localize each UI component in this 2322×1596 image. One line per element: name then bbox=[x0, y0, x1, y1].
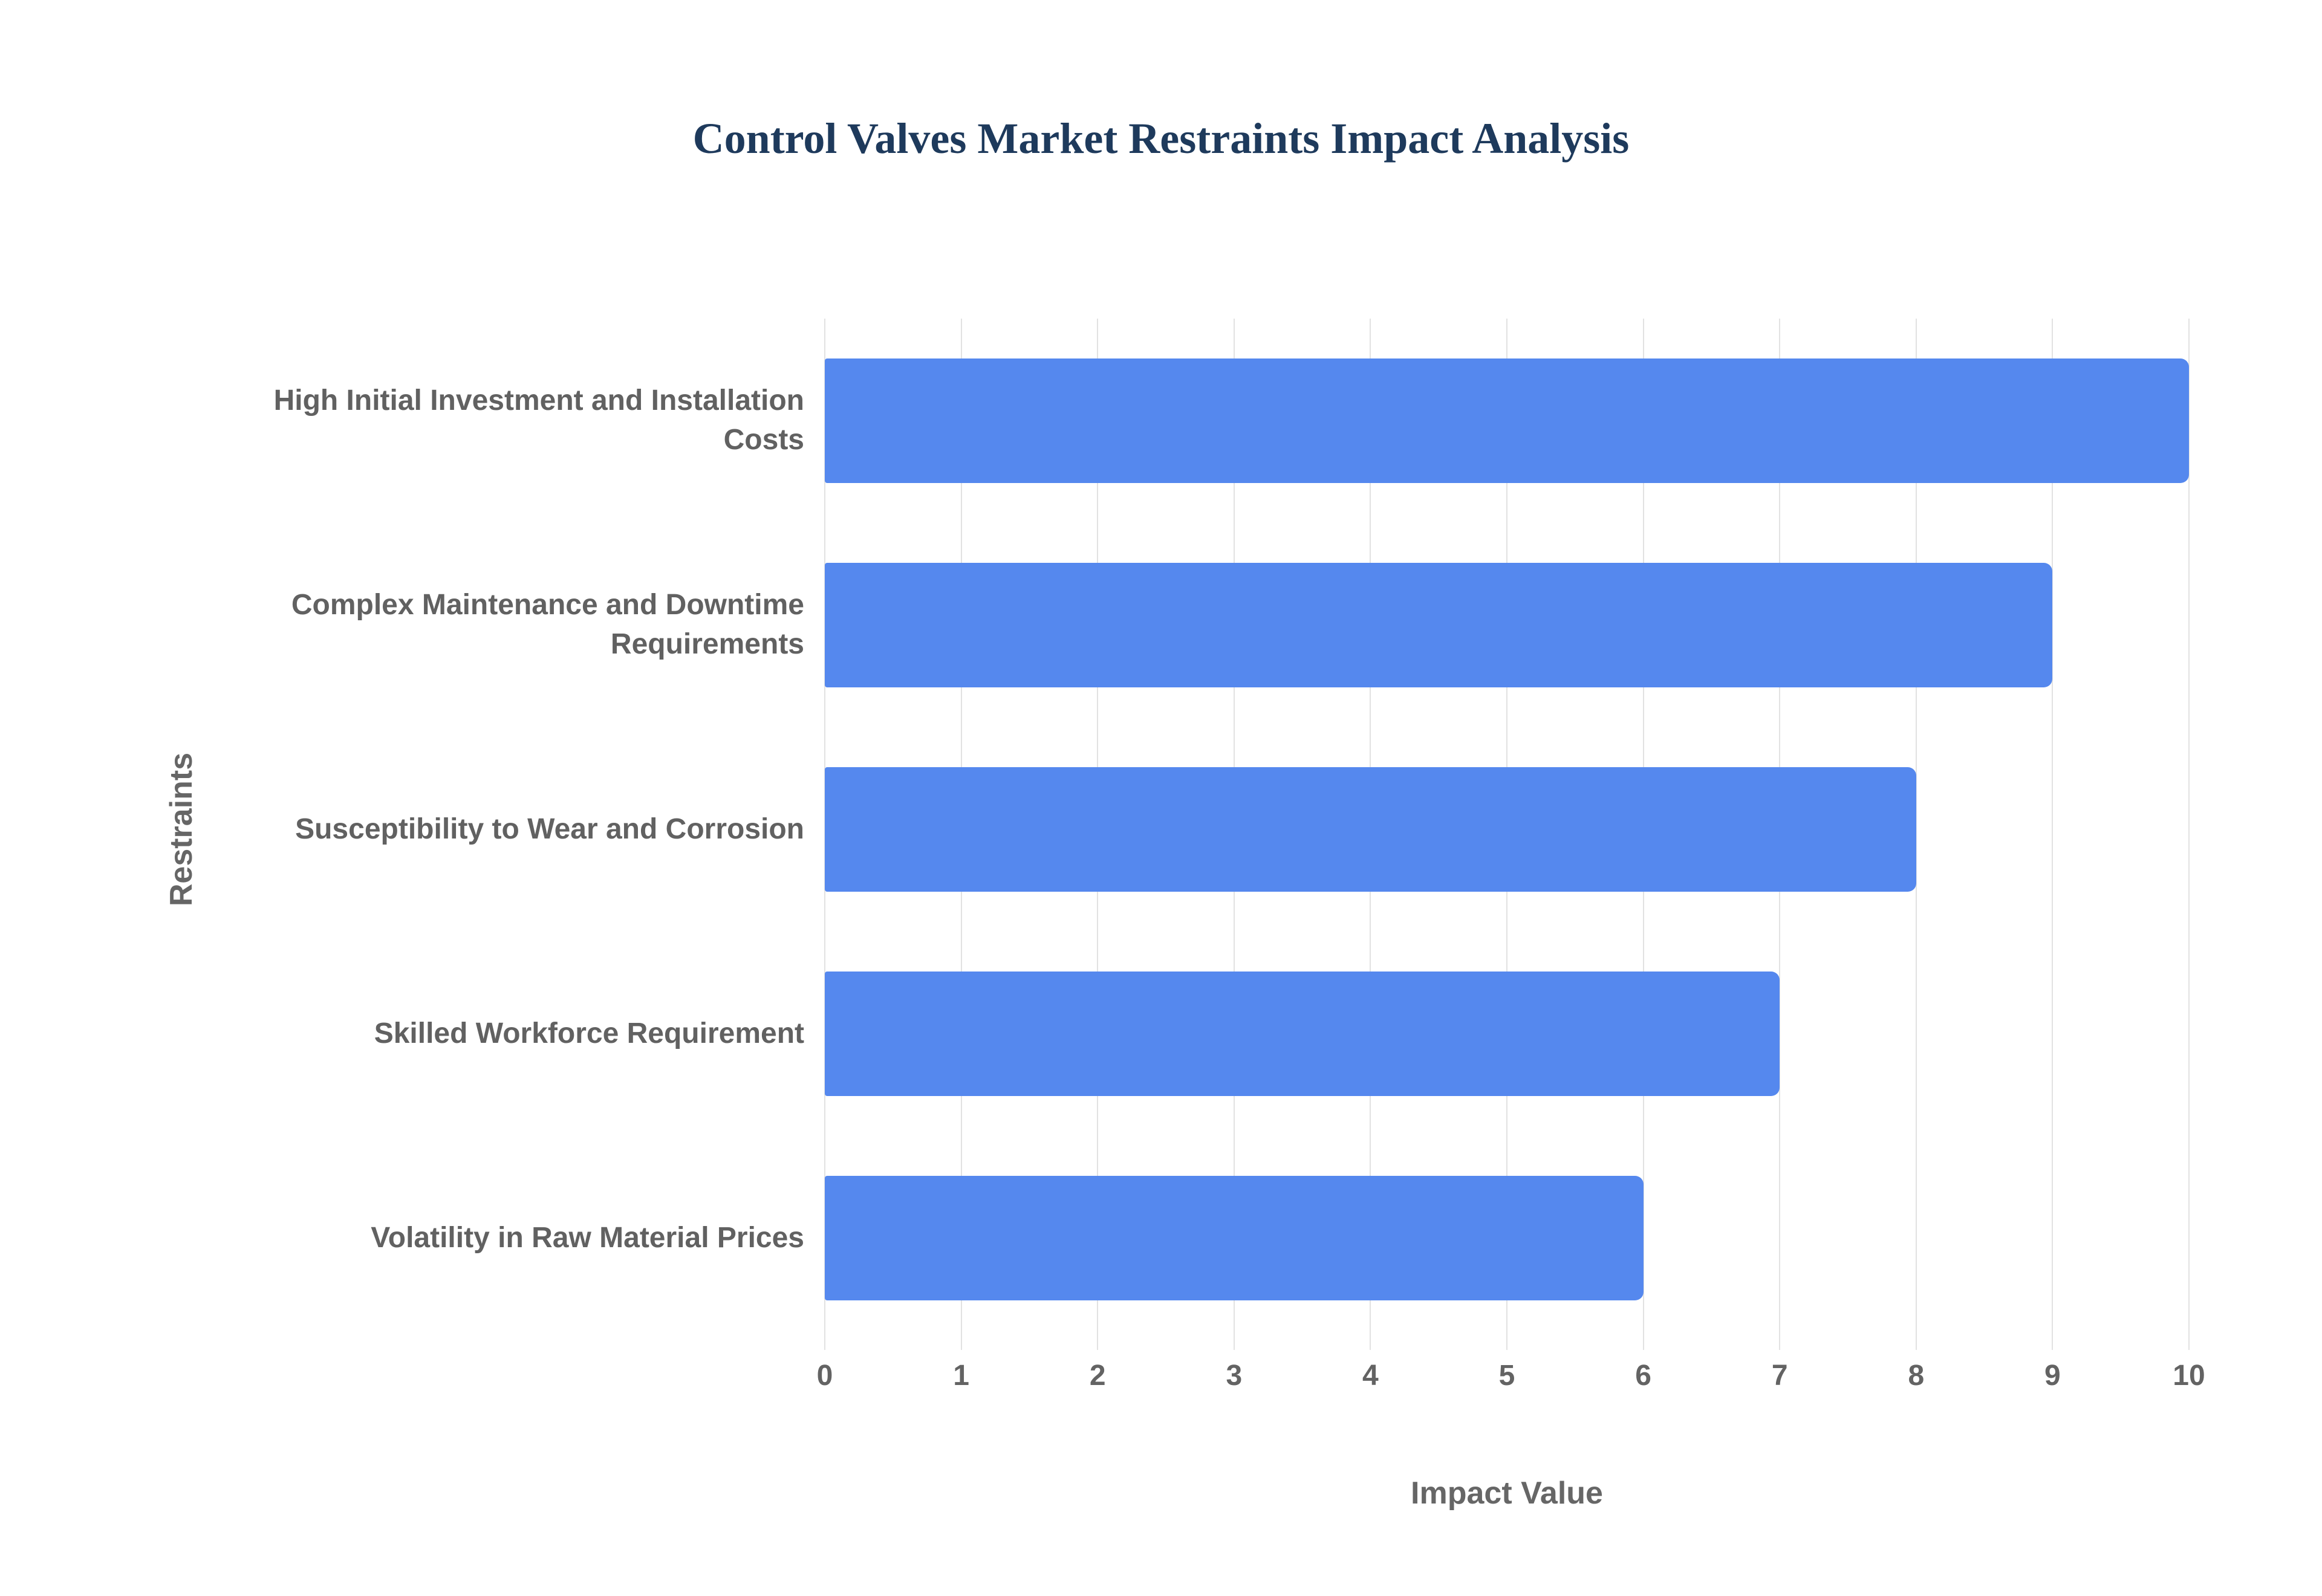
x-axis-tickmark bbox=[1506, 1340, 1507, 1350]
x-axis-tick-labels: 0 1 2 3 4 5 6 7 8 9 10 bbox=[817, 1359, 2205, 1407]
gridline bbox=[2188, 319, 2190, 1340]
bar-0[interactable] bbox=[825, 358, 2189, 484]
x-axis-tickmark bbox=[1642, 1340, 1644, 1350]
x-axis-tickmark bbox=[1779, 1340, 1781, 1350]
x-tick-label: 4 bbox=[1362, 1360, 1379, 1392]
chart-title: Control Valves Market Restraints Impact … bbox=[692, 114, 1630, 163]
x-axis-tickmark bbox=[1233, 1340, 1235, 1350]
x-tick-label: 7 bbox=[1771, 1360, 1788, 1392]
plot-area bbox=[824, 319, 2190, 1350]
x-tick-label: 1 bbox=[953, 1360, 969, 1392]
x-axis-tickmark bbox=[2188, 1340, 2190, 1350]
x-axis-tickmark bbox=[2052, 1340, 2054, 1350]
x-axis-tickmark bbox=[960, 1340, 962, 1350]
x-tick-label: 5 bbox=[1498, 1360, 1515, 1392]
bar-4[interactable] bbox=[825, 1175, 1644, 1301]
x-axis-title: Impact Value bbox=[1411, 1476, 1603, 1511]
x-axis-tickmark bbox=[1370, 1340, 1371, 1350]
category-label-0: High Initial Investment and Installation… bbox=[273, 384, 804, 456]
x-tick-label: 3 bbox=[1226, 1360, 1243, 1392]
x-tick-label: 8 bbox=[1908, 1360, 1925, 1392]
bar-3[interactable] bbox=[825, 971, 1780, 1097]
y-axis-category-labels: High Initial Investment and Installation… bbox=[242, 319, 804, 1340]
bar-1[interactable] bbox=[825, 562, 2053, 688]
category-label-3: Skilled Workforce Requirement bbox=[374, 1017, 804, 1049]
gridline bbox=[2052, 319, 2054, 1340]
bar-2[interactable] bbox=[825, 767, 1916, 892]
category-label-4: Volatility in Raw Material Prices bbox=[371, 1221, 804, 1254]
x-tick-label: 2 bbox=[1089, 1360, 1106, 1392]
x-tick-label: 0 bbox=[816, 1360, 833, 1392]
gridline bbox=[1915, 319, 1917, 1340]
x-axis-tickmark bbox=[824, 1340, 825, 1350]
category-label-1: Complex Maintenance and Downtime Require… bbox=[291, 589, 804, 660]
category-label-2: Susceptibility to Wear and Corrosion bbox=[295, 813, 804, 845]
x-tick-label: 10 bbox=[2173, 1360, 2205, 1392]
y-axis-title: Restraints bbox=[164, 752, 199, 907]
x-tick-label: 9 bbox=[2044, 1360, 2061, 1392]
x-tick-label: 6 bbox=[1635, 1360, 1651, 1392]
x-axis-tickmark bbox=[1915, 1340, 1917, 1350]
x-axis-tickmark bbox=[1097, 1340, 1099, 1350]
